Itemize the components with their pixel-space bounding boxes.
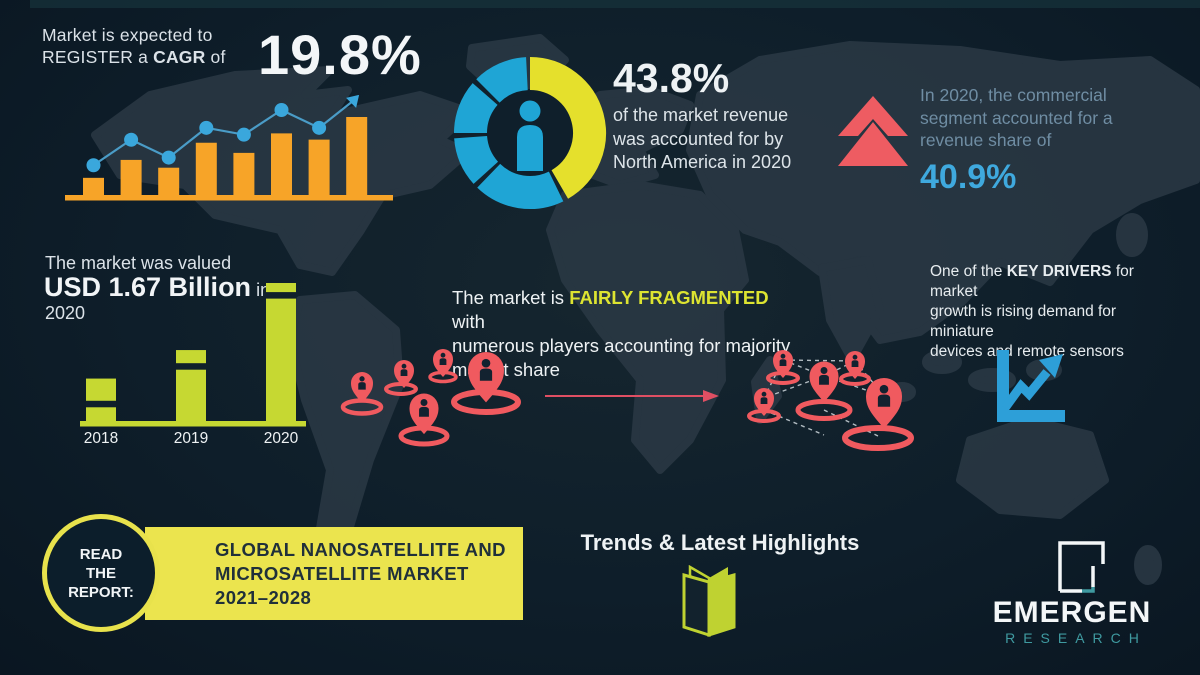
logo-wordmark: EMERGEN — [992, 596, 1152, 629]
year-label-2018: 2018 — [84, 430, 118, 447]
map-pin-icon — [866, 378, 902, 429]
logo-subtitle: RESEARCH — [1005, 630, 1147, 646]
valuation-year: 2020 — [45, 303, 86, 323]
year-label-2020: 2020 — [264, 430, 299, 447]
cagr-caption: Market is expected to REGISTER a CAGR of — [42, 25, 226, 67]
logo-square-icon — [1058, 541, 1105, 593]
right-arrow-icon — [545, 390, 719, 402]
cagr-value: 19.8% — [258, 23, 422, 86]
open-book-icon — [682, 565, 736, 638]
report-banner[interactable]: GLOBAL NANOSATELLITE AND MICROSATELLITE … — [145, 527, 523, 620]
top-accent-strip — [30, 0, 1200, 8]
banner-line2: MICROSATELLITE MARKET 2021–2028 — [215, 562, 469, 608]
commercial-segment-value: 40.9% — [920, 158, 1017, 196]
scattered-pins-group — [340, 349, 521, 447]
valuation-bar-chart: 2018 2019 2020 — [80, 283, 306, 447]
map-pin-icon — [351, 372, 373, 403]
commercial-segment-caption: In 2020, the commercial segment accounte… — [920, 85, 1113, 150]
person-donut-icon — [454, 57, 606, 209]
growth-chart-icon — [997, 350, 1065, 422]
trend-bar-chart-icon — [65, 95, 393, 201]
person-icon — [517, 100, 543, 171]
key-drivers-caption: One of the KEY DRIVERS for market growth… — [930, 263, 1134, 360]
trends-heading: Trends & Latest Highlights — [580, 530, 860, 555]
north-america-share-value: 43.8% — [613, 55, 730, 101]
map-pin-icon — [809, 361, 839, 403]
year-label-2019: 2019 — [174, 430, 208, 447]
banner-line1: GLOBAL NANOSATELLITE AND — [215, 538, 506, 560]
double-up-arrow-icon — [838, 96, 908, 166]
valuation-caption: The market was valued — [45, 253, 232, 273]
north-america-share-caption: of the market revenue was accounted for … — [613, 105, 792, 172]
read-the-report-button[interactable]: READ THE REPORT: — [42, 514, 160, 632]
connected-pins-group — [747, 350, 914, 451]
